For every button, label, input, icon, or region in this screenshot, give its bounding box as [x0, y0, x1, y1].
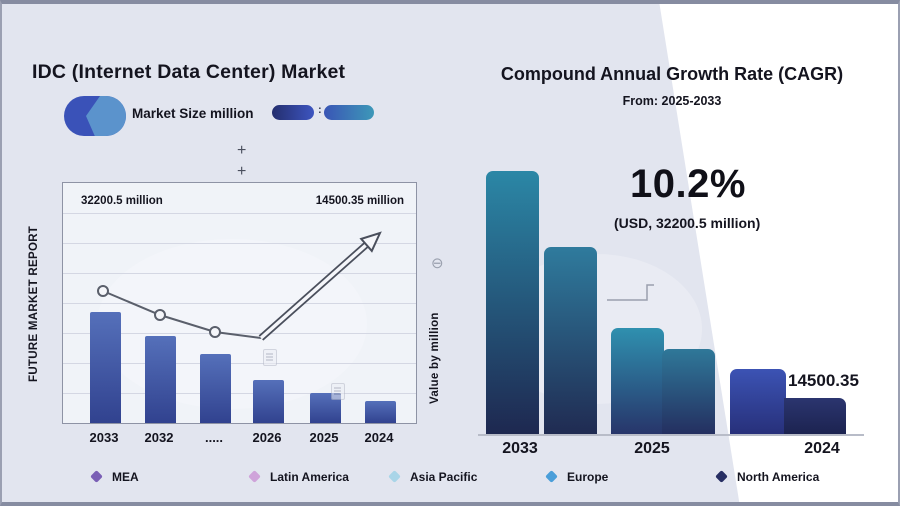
x-label: 2032 [144, 430, 174, 445]
gridline [63, 363, 416, 364]
cagr-subtitle: From: 2025-2033 [622, 94, 722, 108]
gridline [63, 213, 416, 214]
x-label: 2024 [364, 430, 394, 445]
gradient-pill-icon [324, 105, 374, 120]
gridline [63, 333, 416, 334]
plus-icon: + [237, 142, 247, 159]
bar-2024-b [784, 398, 846, 434]
bar-mid [200, 354, 231, 423]
bar-2033-b [544, 247, 597, 434]
diamond-icon [90, 470, 103, 483]
diamond-icon [715, 470, 728, 483]
x-label: 2024 [804, 440, 840, 457]
market-size-chart: 32200.5 million 14500.35 million [62, 182, 417, 424]
plus-icon: + [237, 163, 247, 180]
legend-label: Latin America [270, 470, 349, 484]
diamond-icon [248, 470, 261, 483]
step-bracket-icon [607, 284, 654, 301]
cagr-value: 10.2% [630, 162, 746, 206]
bar-2025-b [662, 349, 715, 434]
page-title: IDC (Internet Data Center) Market [32, 61, 346, 83]
legend-label: MEA [112, 470, 139, 484]
legend-label: Europe [567, 470, 609, 484]
badge-label: Market Size million [132, 106, 254, 121]
gridline [63, 393, 416, 394]
start-value-annotation: 32200.5 million [81, 195, 163, 207]
x-label: 2033 [89, 430, 119, 445]
baseline [478, 434, 864, 436]
diamond-icon [545, 470, 558, 483]
minus-circle-icon: ⊖ [431, 255, 444, 272]
left-axis-label: FUTURE MARKET REPORT [28, 225, 40, 383]
bar-2026 [253, 380, 284, 423]
x-label: 2033 [502, 440, 538, 457]
gridline [63, 243, 416, 244]
bar-2024 [365, 401, 396, 423]
bar-2033 [90, 312, 121, 423]
diamond-icon [388, 470, 401, 483]
x-label: 2025 [309, 430, 339, 445]
x-label: 2026 [252, 430, 282, 445]
x-label: ..... [204, 430, 224, 445]
bar-2032 [145, 336, 176, 423]
cagr-title: Compound Annual Growth Rate (CAGR) [500, 64, 844, 84]
clipboard-watermark-icon [331, 383, 345, 400]
cagr-detail: (USD, 32200.5 million) [614, 215, 761, 231]
right-axis-label: Value by million [429, 312, 441, 404]
pill-separator: : [318, 104, 322, 116]
x-label: 2025 [634, 440, 670, 457]
legend-label: Asia Pacific [410, 470, 478, 484]
gridline [63, 303, 416, 304]
cylinder-icon [64, 96, 126, 136]
bar-2024-a [730, 369, 786, 434]
end-value-annotation: 14500.35 million [315, 195, 404, 207]
data-label-2024: 14500.35 [788, 371, 859, 390]
bar-2025-a [611, 328, 664, 434]
legend-label: North America [737, 470, 820, 484]
cylinder-highlight [86, 96, 126, 136]
gradient-pill-icon [272, 105, 314, 120]
trend-line-arrow [97, 231, 382, 341]
bar-2033-a [486, 171, 539, 434]
gridline [63, 273, 416, 274]
market-size-badge: Market Size million : [64, 96, 394, 138]
clipboard-watermark-icon [263, 349, 277, 366]
